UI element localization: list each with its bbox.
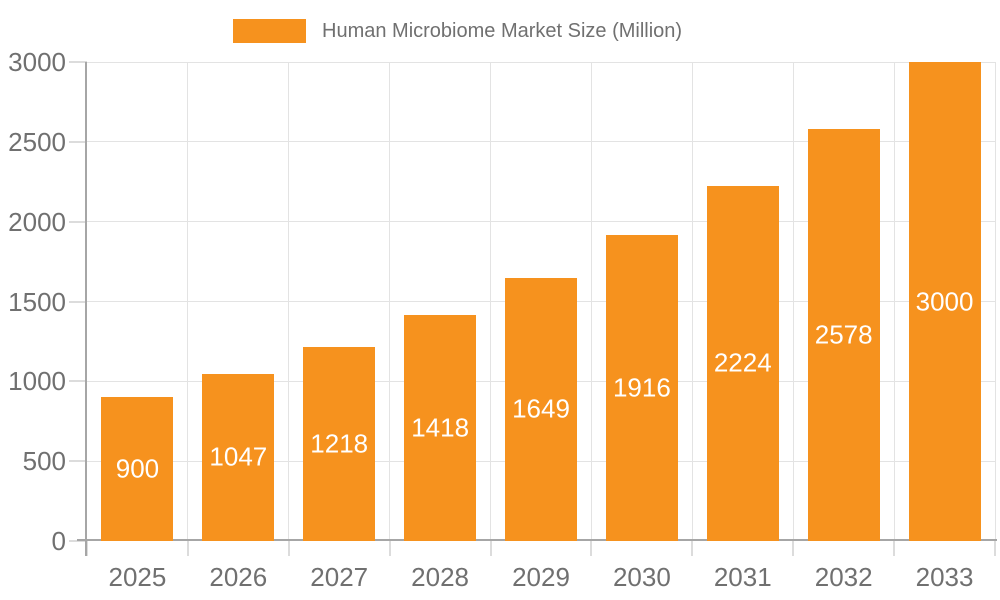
v-gridline bbox=[389, 62, 391, 541]
v-gridline bbox=[792, 62, 794, 541]
bar-value-label: 2578 bbox=[814, 319, 873, 350]
y-axis-tick bbox=[69, 380, 87, 383]
x-axis-tick bbox=[893, 541, 896, 556]
x-axis-label: 2027 bbox=[310, 562, 369, 592]
y-axis-label: 0 bbox=[51, 526, 66, 556]
legend-item[interactable]: Human Microbiome Market Size (Million) bbox=[233, 19, 682, 43]
x-axis-label: 2033 bbox=[915, 562, 974, 592]
x-axis-tick bbox=[691, 541, 694, 556]
bar-value-label: 900 bbox=[115, 453, 160, 484]
x-axis-tick bbox=[186, 541, 189, 556]
v-gridline bbox=[187, 62, 189, 541]
bar-2033: 3000 bbox=[908, 62, 981, 541]
y-axis-label: 500 bbox=[22, 446, 66, 477]
x-axis-label: 2029 bbox=[512, 562, 570, 592]
legend-swatch bbox=[233, 19, 306, 43]
bar-value-label: 1418 bbox=[411, 412, 470, 443]
x-axis-label: 2025 bbox=[108, 562, 167, 592]
h-gridline bbox=[87, 221, 995, 223]
bar-2028: 1418 bbox=[404, 314, 477, 541]
bar-2032: 2578 bbox=[807, 129, 880, 541]
y-axis-tick bbox=[69, 61, 87, 63]
x-axis-label: 2030 bbox=[612, 562, 671, 592]
x-axis-tick bbox=[489, 541, 492, 556]
x-axis-tick bbox=[792, 541, 795, 556]
v-gridline bbox=[288, 62, 290, 541]
y-axis-tick bbox=[69, 460, 87, 463]
x-axis-label: 2028 bbox=[411, 562, 470, 592]
v-gridline bbox=[994, 62, 996, 541]
y-axis-line bbox=[85, 62, 87, 556]
x-axis-label: 2032 bbox=[814, 562, 873, 592]
y-axis-tick bbox=[69, 540, 87, 542]
bar-value-label: 1649 bbox=[512, 393, 570, 424]
y-axis-tick bbox=[69, 300, 87, 303]
y-axis-tick bbox=[69, 140, 87, 143]
y-axis-label: 1000 bbox=[8, 366, 66, 397]
bar-value-label: 1047 bbox=[209, 441, 268, 472]
bar-value-label: 3000 bbox=[915, 286, 974, 316]
bar-2026: 1047 bbox=[202, 373, 275, 541]
x-axis-tick bbox=[388, 541, 391, 556]
bar-2029: 1649 bbox=[505, 277, 577, 541]
y-axis-tick bbox=[69, 220, 87, 223]
legend-label: Human Microbiome Market Size (Million) bbox=[322, 20, 683, 42]
bar-2025: 900 bbox=[101, 397, 174, 541]
h-gridline bbox=[87, 61, 995, 63]
y-axis-label: 3000 bbox=[8, 47, 66, 77]
y-axis-label: 1500 bbox=[8, 286, 66, 317]
x-axis-tick bbox=[590, 541, 593, 556]
v-gridline bbox=[590, 62, 592, 541]
x-axis-label: 2031 bbox=[713, 562, 772, 592]
bar-value-label: 2224 bbox=[713, 347, 772, 378]
y-axis-label: 2000 bbox=[8, 206, 66, 237]
y-axis-label: 2500 bbox=[8, 126, 66, 157]
x-axis-tick bbox=[287, 541, 290, 556]
bar-2031: 2224 bbox=[706, 185, 779, 541]
x-axis-label: 2026 bbox=[209, 562, 268, 592]
v-gridline bbox=[490, 62, 492, 541]
bar-2030: 1916 bbox=[605, 235, 678, 541]
x-axis-tick bbox=[86, 541, 88, 556]
x-axis-tick bbox=[994, 541, 996, 556]
bar-value-label: 1916 bbox=[612, 372, 671, 403]
bar-2027: 1218 bbox=[303, 346, 376, 541]
bar-value-label: 1218 bbox=[310, 428, 369, 459]
h-gridline bbox=[87, 141, 995, 143]
v-gridline bbox=[893, 62, 895, 541]
v-gridline bbox=[691, 62, 693, 541]
